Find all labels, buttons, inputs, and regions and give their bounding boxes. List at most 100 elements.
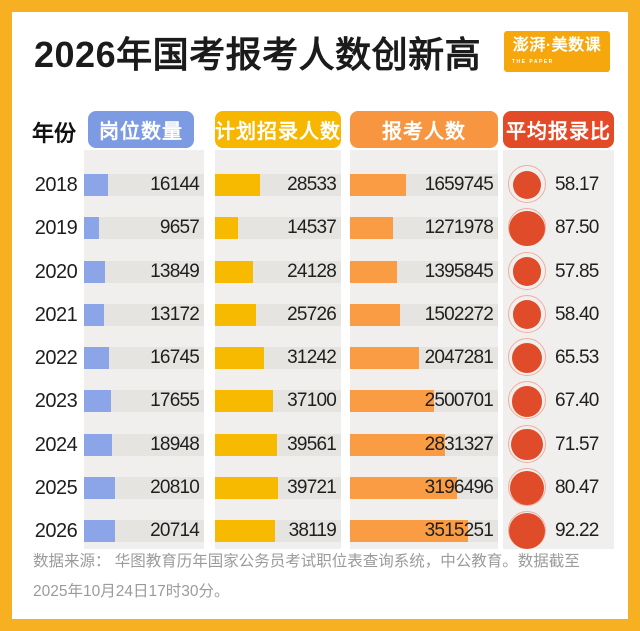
bar-value: 24128 xyxy=(287,260,337,282)
year-label: 2020 xyxy=(34,260,78,283)
ratio-row: 58.17 xyxy=(503,165,614,203)
bar-value: 16144 xyxy=(150,174,200,195)
bar xyxy=(350,217,393,240)
ratio-dot xyxy=(510,470,544,505)
bar-value: 25726 xyxy=(287,303,337,325)
bar-track: 38119 xyxy=(215,520,341,542)
bar xyxy=(350,520,469,542)
ratio-ring xyxy=(508,294,546,333)
applicants-column: 1659745 1271978 1395845 1502272 2047281 25007… xyxy=(350,150,498,549)
bar-track: 24128 xyxy=(215,260,341,283)
logo-subtext: THE PAPER xyxy=(512,59,554,65)
bar xyxy=(215,433,278,456)
column-header-positions: 岗位数量 xyxy=(88,111,194,148)
ratio-ring xyxy=(508,251,546,290)
bar-track: 1395845 xyxy=(350,260,498,283)
year-label: 2022 xyxy=(34,347,78,369)
bar-value: 20714 xyxy=(150,520,200,541)
ratio-value: 57.85 xyxy=(555,260,599,282)
bar xyxy=(84,390,111,413)
bar xyxy=(350,174,406,196)
ratio-ring xyxy=(508,381,546,420)
ratio-ring xyxy=(508,338,546,376)
bar xyxy=(84,217,99,240)
bar xyxy=(84,260,105,283)
bar-value: 37100 xyxy=(287,390,337,412)
positions-column: 16144 9657 13849 13172 16745 17655 18948 20810 2… xyxy=(84,150,204,549)
column-header-ratio: 平均报录比 xyxy=(503,111,614,148)
ratio-value: 80.47 xyxy=(555,476,599,498)
ratio-dot xyxy=(509,210,545,246)
ratio-value: 67.40 xyxy=(555,390,599,412)
ratio-dot xyxy=(511,385,543,417)
bar xyxy=(215,303,256,326)
bar-track: 31242 xyxy=(215,347,341,369)
column-header-applicants: 报考人数 xyxy=(350,111,498,148)
bar-track: 14537 xyxy=(215,217,341,240)
bar-value: 1502272 xyxy=(424,303,494,325)
year-label: 2018 xyxy=(34,174,78,196)
bar xyxy=(84,303,104,326)
bar-value: 2500701 xyxy=(424,390,494,412)
ratio-row: 65.53 xyxy=(503,338,614,376)
bar xyxy=(84,174,109,196)
bar xyxy=(84,347,110,369)
bar-track: 3196496 xyxy=(350,476,498,499)
bar-value: 16745 xyxy=(150,347,200,368)
bar xyxy=(84,433,113,456)
bar xyxy=(215,520,275,542)
bar-track: 1659745 xyxy=(350,174,498,196)
bar-track: 17655 xyxy=(84,390,204,413)
ratio-row: 87.50 xyxy=(503,208,614,247)
ratio-column: 58.17 87.50 57.85 58.40 65.53 67.40 71.57 80.47… xyxy=(503,150,614,549)
ratio-row: 92.22 xyxy=(503,511,614,549)
year-column: 2018 2019 2020 2021 2022 2023 2024 2025 2026 xyxy=(30,150,82,549)
bar xyxy=(215,217,238,240)
ratio-value: 87.50 xyxy=(555,217,599,239)
bar-track: 9657 xyxy=(84,217,204,240)
data-source-note: 数据来源： 华图教育历年国家公务员考试职位表查询系统，中公教育。数据截至2025… xyxy=(33,553,580,600)
bar-value: 14537 xyxy=(287,217,337,239)
ratio-value: 65.53 xyxy=(555,347,599,368)
ratio-value: 58.17 xyxy=(555,174,599,195)
bar-track: 16745 xyxy=(84,347,204,369)
bar-value: 28533 xyxy=(287,174,337,195)
ratio-row: 71.57 xyxy=(503,424,614,463)
bar xyxy=(215,476,278,499)
bar-value: 20810 xyxy=(150,476,200,498)
bar-value: 13849 xyxy=(150,260,200,282)
bar-track: 3515251 xyxy=(350,520,498,542)
bar-value: 2047281 xyxy=(424,347,494,368)
bar-track: 20714 xyxy=(84,520,204,542)
page-title: 2026年国考报考人数创新高 xyxy=(34,34,482,75)
bar-track: 2831327 xyxy=(350,433,498,456)
bar-track: 16144 xyxy=(84,174,204,196)
ratio-ring xyxy=(508,467,546,506)
bar-track: 39561 xyxy=(215,433,341,456)
ratio-dot xyxy=(512,300,542,330)
bar-value: 38119 xyxy=(288,520,337,541)
bar xyxy=(84,520,116,542)
bar-track: 25726 xyxy=(215,303,341,326)
bar xyxy=(350,303,401,326)
year-label: 2019 xyxy=(34,217,78,240)
bar-value: 13172 xyxy=(150,303,200,325)
ratio-row: 57.85 xyxy=(503,251,614,290)
bar-track: 13849 xyxy=(84,260,204,283)
bar-value: 3196496 xyxy=(424,476,494,498)
bar-value: 17655 xyxy=(150,390,200,412)
bar xyxy=(215,174,260,196)
bar-value: 2831327 xyxy=(424,433,494,455)
bar-track: 2500701 xyxy=(350,390,498,413)
bar-value: 1395845 xyxy=(424,260,494,282)
ratio-dot xyxy=(512,257,542,286)
planned-column: 28533 14537 24128 25726 31242 37100 39561 39721… xyxy=(215,150,341,549)
column-header-planned: 计划招录人数 xyxy=(215,111,341,148)
bar-track: 2047281 xyxy=(350,347,498,369)
year-column-header: 年份 xyxy=(32,121,77,146)
ratio-row: 58.40 xyxy=(503,294,614,333)
bar xyxy=(215,347,265,369)
bar xyxy=(215,260,254,283)
card-background: 2026年国考报考人数创新高 澎湃·美数课 THE PAPER 年份 岗位数量 … xyxy=(12,12,628,619)
